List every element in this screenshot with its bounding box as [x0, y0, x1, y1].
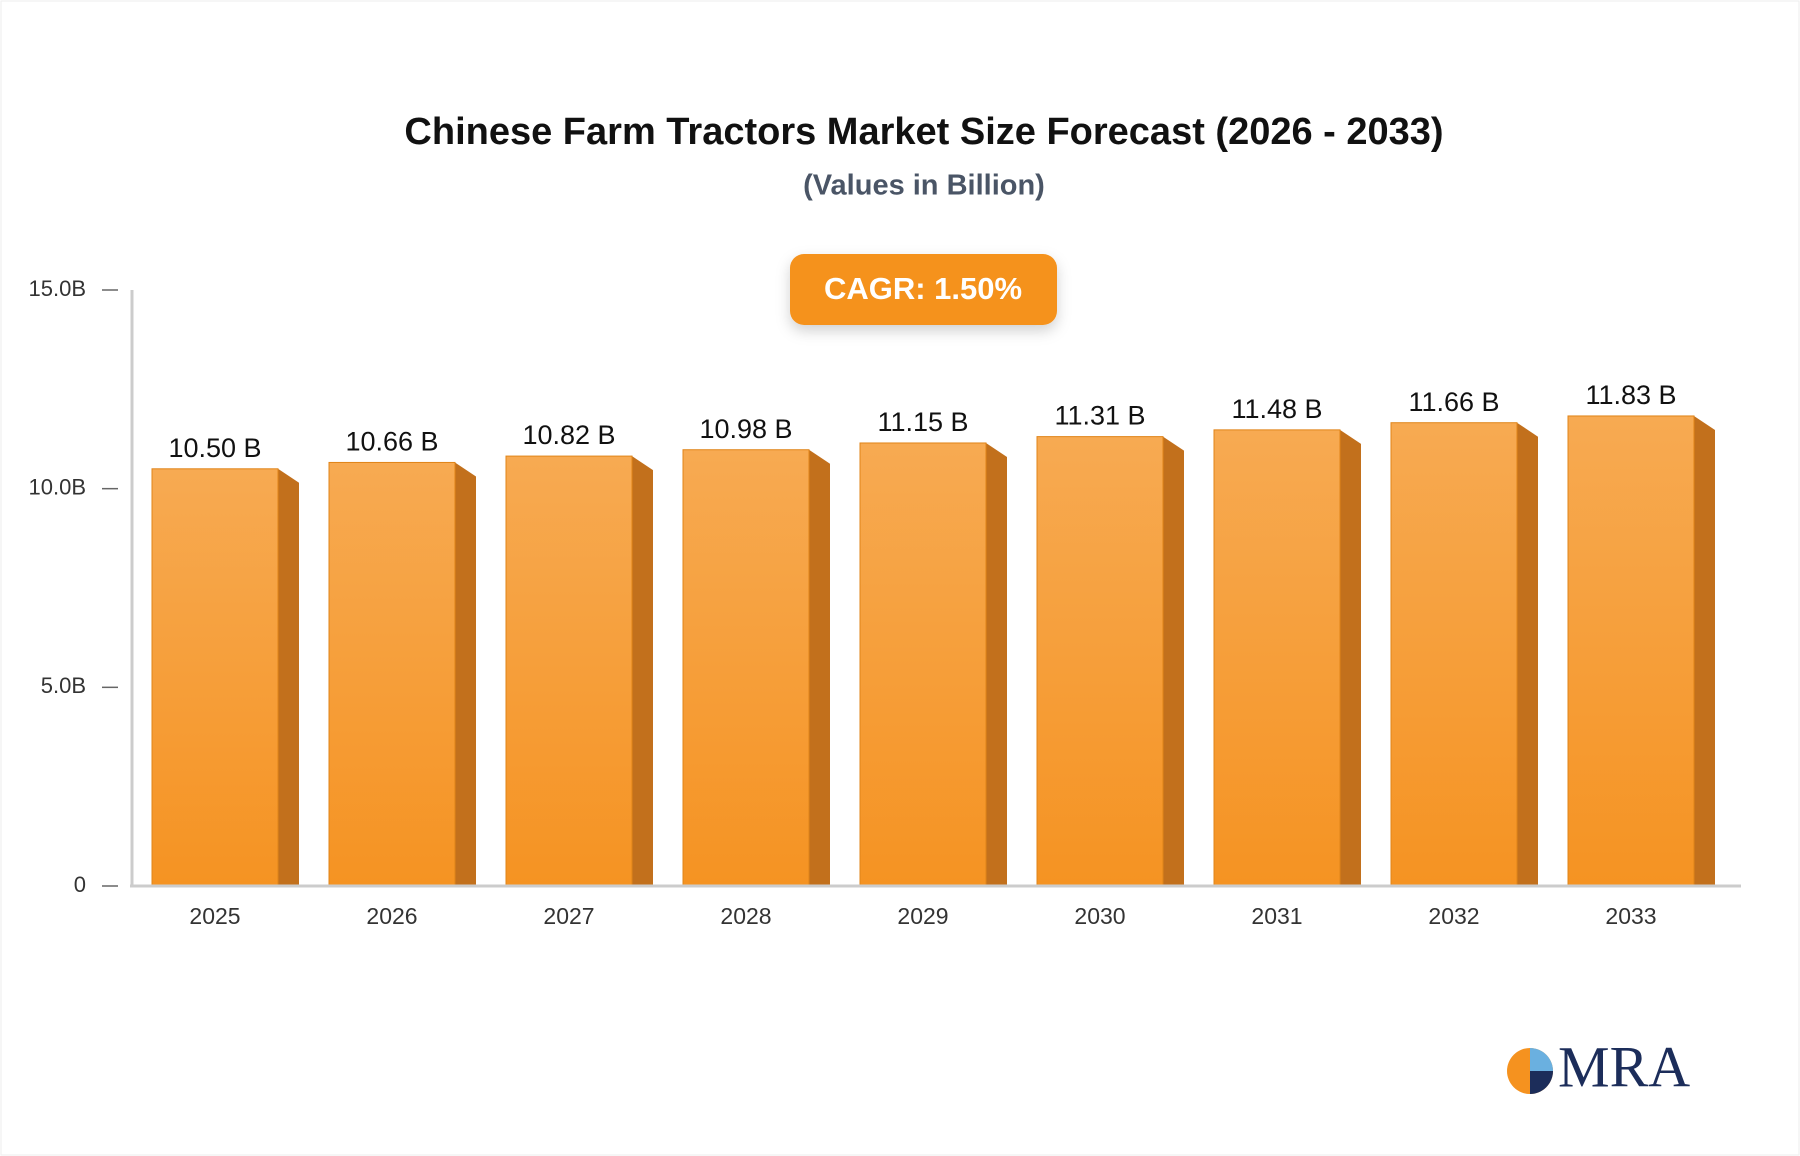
bar-side: [1340, 429, 1361, 886]
bar-side: [278, 468, 299, 886]
logo-icon-part: [1530, 1071, 1553, 1094]
bar-side: [1163, 436, 1184, 886]
y-tick-label: 15.0B: [29, 276, 87, 301]
bar-side: [809, 449, 830, 886]
bar-side: [1694, 415, 1715, 886]
y-tick-label: 10.0B: [29, 474, 87, 499]
x-tick-label: 2029: [897, 903, 948, 929]
bar: [505, 455, 633, 887]
value-label: 10.50 B: [168, 433, 261, 463]
x-tick-label: 2025: [189, 903, 240, 929]
bar: [1390, 422, 1518, 887]
chart-title: Chinese Farm Tractors Market Size Foreca…: [404, 111, 1443, 153]
logo-icon-part: [1530, 1048, 1553, 1071]
y-tick-label: 5.0B: [41, 673, 86, 698]
x-tick-label: 2033: [1605, 903, 1656, 929]
bar-side: [632, 456, 653, 886]
value-label: 10.98 B: [699, 414, 792, 444]
value-label: 10.66 B: [345, 427, 438, 457]
value-label: 11.66 B: [1408, 387, 1499, 417]
value-label: 11.48 B: [1231, 394, 1322, 424]
bar: [328, 461, 456, 887]
x-tick-label: 2026: [366, 903, 417, 929]
bar: [682, 449, 810, 887]
bar: [859, 442, 987, 887]
cagr-badge: [790, 254, 1057, 325]
bar-side: [986, 442, 1007, 886]
bar: [151, 468, 279, 887]
bar: [1567, 415, 1695, 887]
x-tick-label: 2031: [1251, 903, 1302, 929]
cagr-label: CAGR: 1.50%: [824, 271, 1022, 306]
bar-side: [1517, 422, 1538, 886]
bar-side: [455, 462, 476, 886]
y-tick-label: 0: [74, 872, 86, 897]
bar: [1036, 436, 1164, 887]
logo: MRA: [1507, 1034, 1690, 1099]
x-tick-label: 2027: [543, 903, 594, 929]
value-label: 11.31 B: [1054, 401, 1145, 431]
x-tick-label: 2028: [720, 903, 771, 929]
logo-text: MRA: [1558, 1034, 1690, 1099]
value-label: 11.83 B: [1585, 380, 1676, 410]
x-tick-label: 2030: [1074, 903, 1125, 929]
x-tick-label: 2032: [1428, 903, 1479, 929]
value-label: 11.15 B: [877, 407, 968, 437]
bar: [1213, 429, 1341, 887]
value-label: 10.82 B: [522, 420, 615, 450]
chart-subtitle: (Values in Billion): [803, 170, 1045, 202]
